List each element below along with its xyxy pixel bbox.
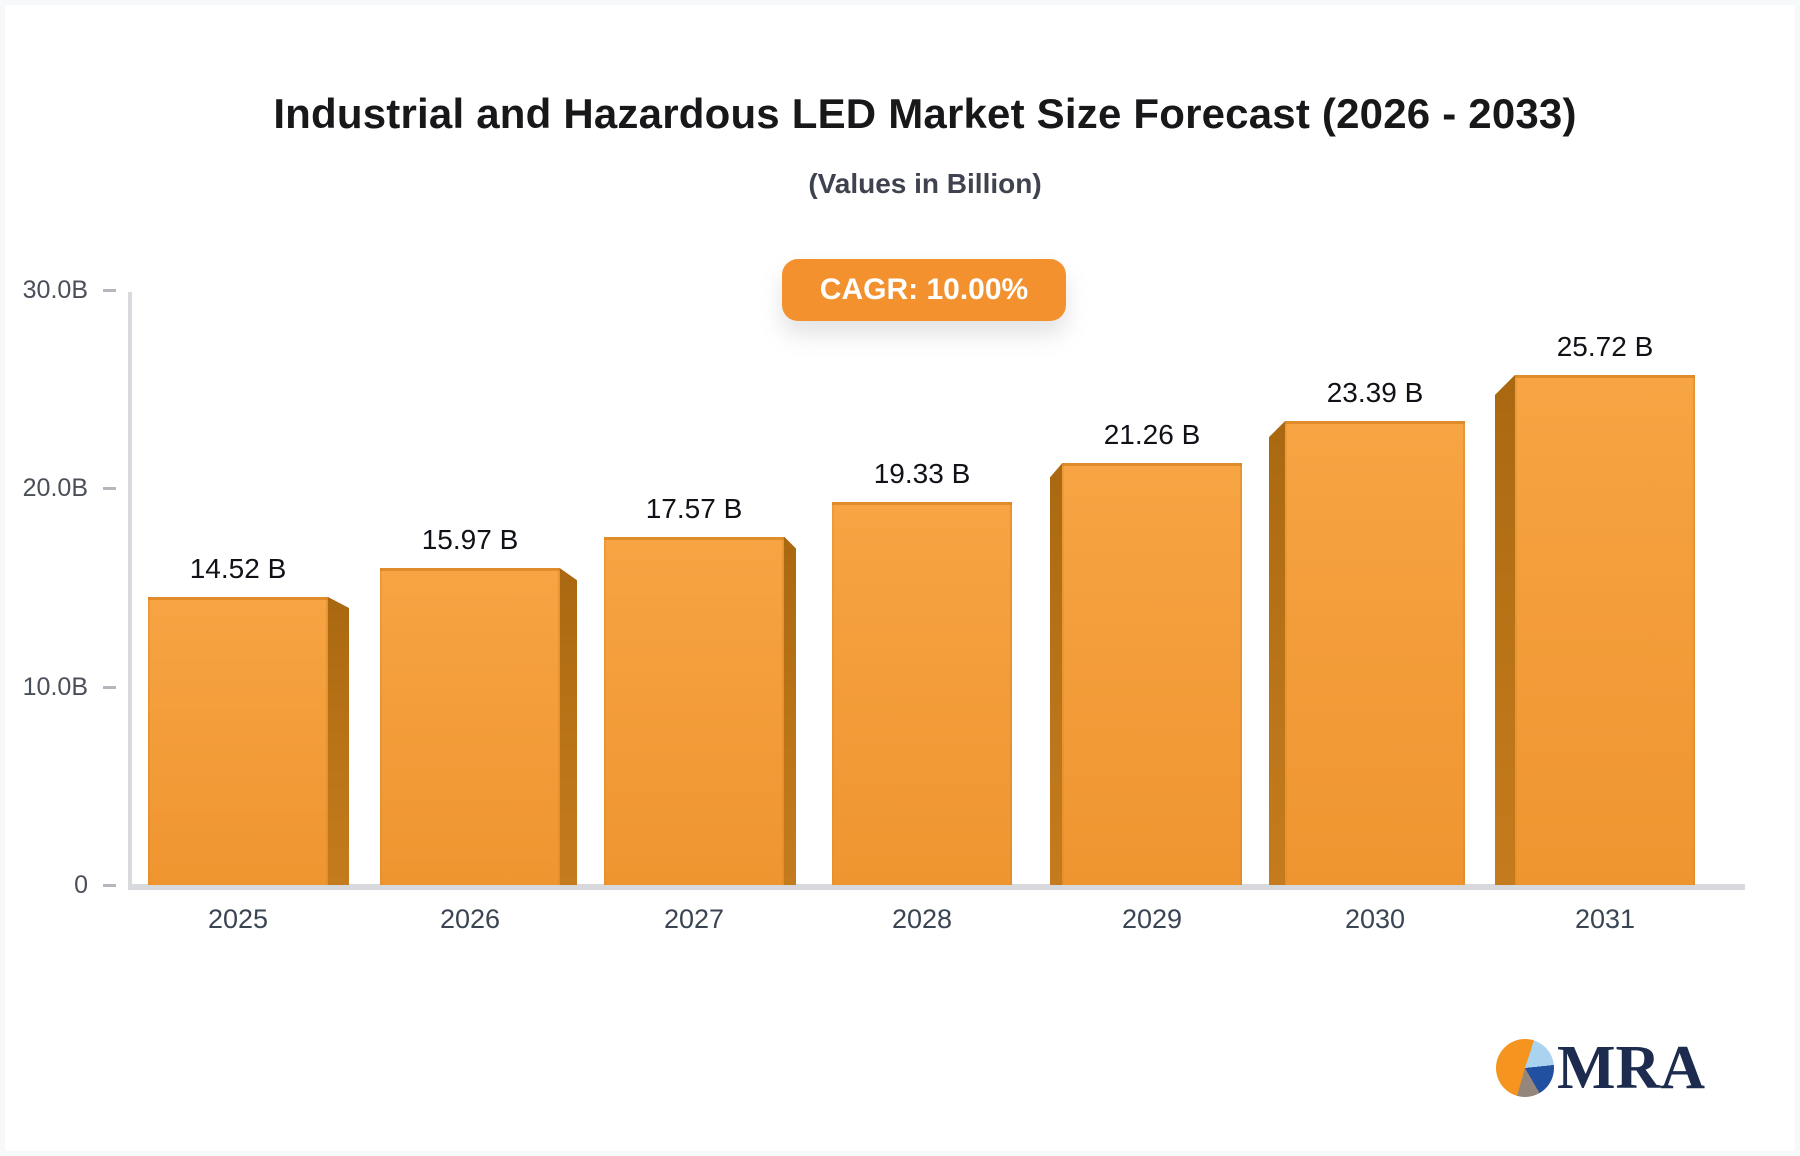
- chart-title: Industrial and Hazardous LED Market Size…: [273, 90, 1577, 137]
- y-tick-label: 10.0B: [22, 672, 88, 701]
- bar-value-label-2025: 14.52 B: [189, 553, 287, 585]
- bar-2028[interactable]: [832, 501, 1012, 885]
- cagr-badge: CAGR: 10.00%: [782, 259, 1066, 321]
- y-tick-mark: [103, 289, 116, 292]
- bar-value-label-2028: 19.33 B: [873, 457, 971, 489]
- y-tick-label: 20.0B: [22, 474, 88, 503]
- bar-2026[interactable]: [380, 568, 560, 885]
- brand-logo-text: MRA: [1557, 1034, 1706, 1102]
- bar-value-label-2029: 21.26 B: [1103, 419, 1201, 451]
- x-axis-label-2029: 2029: [1121, 904, 1183, 934]
- x-axis-baseline: [128, 884, 1745, 890]
- chart-subtitle: (Values in Billion): [808, 168, 1042, 199]
- bar-side-face-2029: [1050, 463, 1062, 885]
- cagr-badge-label: CAGR: 10.00%: [819, 273, 1029, 306]
- bar-side-face-2031: [1495, 374, 1515, 885]
- x-axis-label-2030: 2030: [1344, 904, 1406, 934]
- bar-value-label-2027: 17.57 B: [645, 492, 743, 524]
- bar-2025[interactable]: [148, 597, 328, 885]
- brand-logo: MRA: [1496, 1036, 1705, 1100]
- bar-value-label-2031: 25.72 B: [1556, 330, 1654, 362]
- bar-2030[interactable]: [1285, 421, 1465, 885]
- x-axis-label-2027: 2027: [663, 904, 725, 934]
- bar-side-face-2025: [328, 597, 349, 885]
- x-axis-label-2026: 2026: [439, 904, 501, 934]
- y-tick-mark: [103, 884, 116, 887]
- bar-side-face-2030: [1269, 421, 1285, 885]
- bar-2029[interactable]: [1062, 463, 1242, 885]
- bar-side-face-2026: [560, 568, 577, 885]
- bar-2027[interactable]: [604, 536, 784, 885]
- x-axis-label-2031: 2031: [1574, 904, 1636, 934]
- y-tick-label: 0: [74, 871, 88, 899]
- y-tick-mark: [103, 685, 116, 689]
- x-axis-label-2028: 2028: [891, 904, 953, 934]
- y-tick-mark: [103, 487, 116, 491]
- pie-chart-logo-icon: [1496, 1039, 1554, 1097]
- bar-value-label-2026: 15.97 B: [421, 524, 519, 556]
- x-axis-label-2025: 2025: [207, 904, 269, 934]
- bar-value-label-2030: 23.39 B: [1326, 377, 1424, 409]
- y-tick-label: 30.0B: [22, 276, 88, 304]
- y-axis-line: [128, 292, 132, 888]
- bar-2031[interactable]: [1515, 374, 1695, 885]
- bar-side-face-2027: [784, 536, 796, 885]
